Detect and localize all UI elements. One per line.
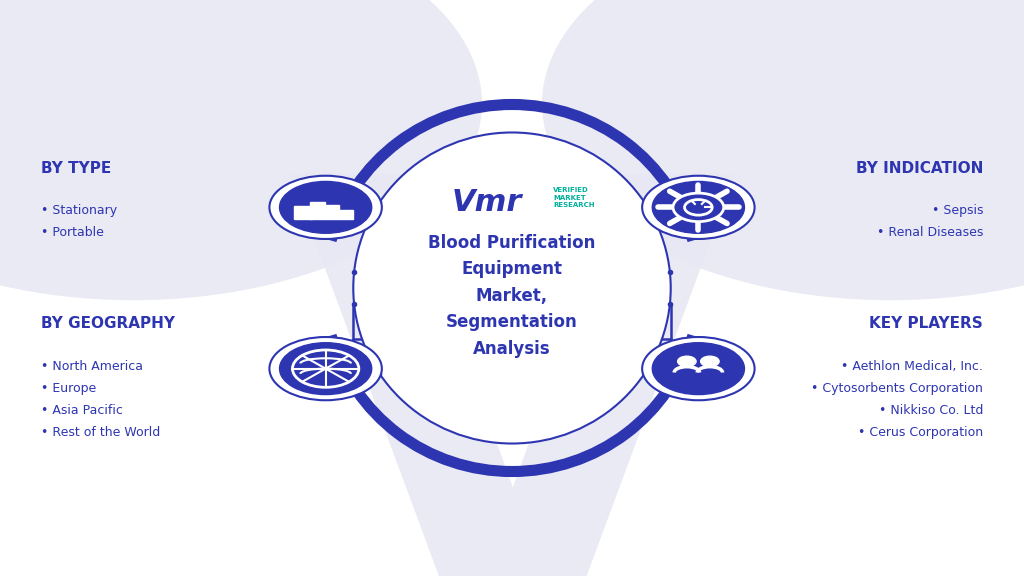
Circle shape bbox=[678, 356, 696, 366]
Text: V: V bbox=[287, 155, 737, 576]
Circle shape bbox=[673, 193, 724, 222]
Text: Vmr: Vmr bbox=[452, 188, 521, 217]
Text: • Stationary
• Portable: • Stationary • Portable bbox=[41, 204, 117, 240]
Bar bbox=[310, 202, 325, 219]
Text: • Sepsis
• Renal Diseases: • Sepsis • Renal Diseases bbox=[877, 204, 983, 240]
Circle shape bbox=[642, 176, 755, 239]
Text: KEY PLAYERS: KEY PLAYERS bbox=[869, 316, 983, 331]
Ellipse shape bbox=[353, 132, 671, 444]
Circle shape bbox=[269, 337, 382, 400]
Circle shape bbox=[642, 337, 755, 400]
Bar bbox=[325, 205, 339, 219]
Circle shape bbox=[0, 0, 481, 300]
Circle shape bbox=[280, 343, 372, 395]
Circle shape bbox=[543, 0, 1024, 300]
Circle shape bbox=[700, 356, 719, 366]
Circle shape bbox=[652, 343, 744, 395]
Bar bbox=[294, 206, 312, 219]
Bar bbox=[339, 210, 353, 219]
Text: BY GEOGRAPHY: BY GEOGRAPHY bbox=[41, 316, 175, 331]
Circle shape bbox=[652, 181, 744, 233]
Text: BY TYPE: BY TYPE bbox=[41, 161, 112, 176]
Text: BY INDICATION: BY INDICATION bbox=[856, 161, 983, 176]
Text: Blood Purification
Equipment
Market,
Segmentation
Analysis: Blood Purification Equipment Market, Seg… bbox=[428, 234, 596, 358]
Circle shape bbox=[269, 176, 382, 239]
Circle shape bbox=[280, 181, 372, 233]
Text: • Aethlon Medical, Inc.
• Cytosorbents Corporation
• Nikkiso Co. Ltd
• Cerus Cor: • Aethlon Medical, Inc. • Cytosorbents C… bbox=[811, 360, 983, 439]
Text: • North America
• Europe
• Asia Pacific
• Rest of the World: • North America • Europe • Asia Pacific … bbox=[41, 360, 160, 439]
Text: VERIFIED
MARKET
RESEARCH: VERIFIED MARKET RESEARCH bbox=[553, 187, 595, 209]
